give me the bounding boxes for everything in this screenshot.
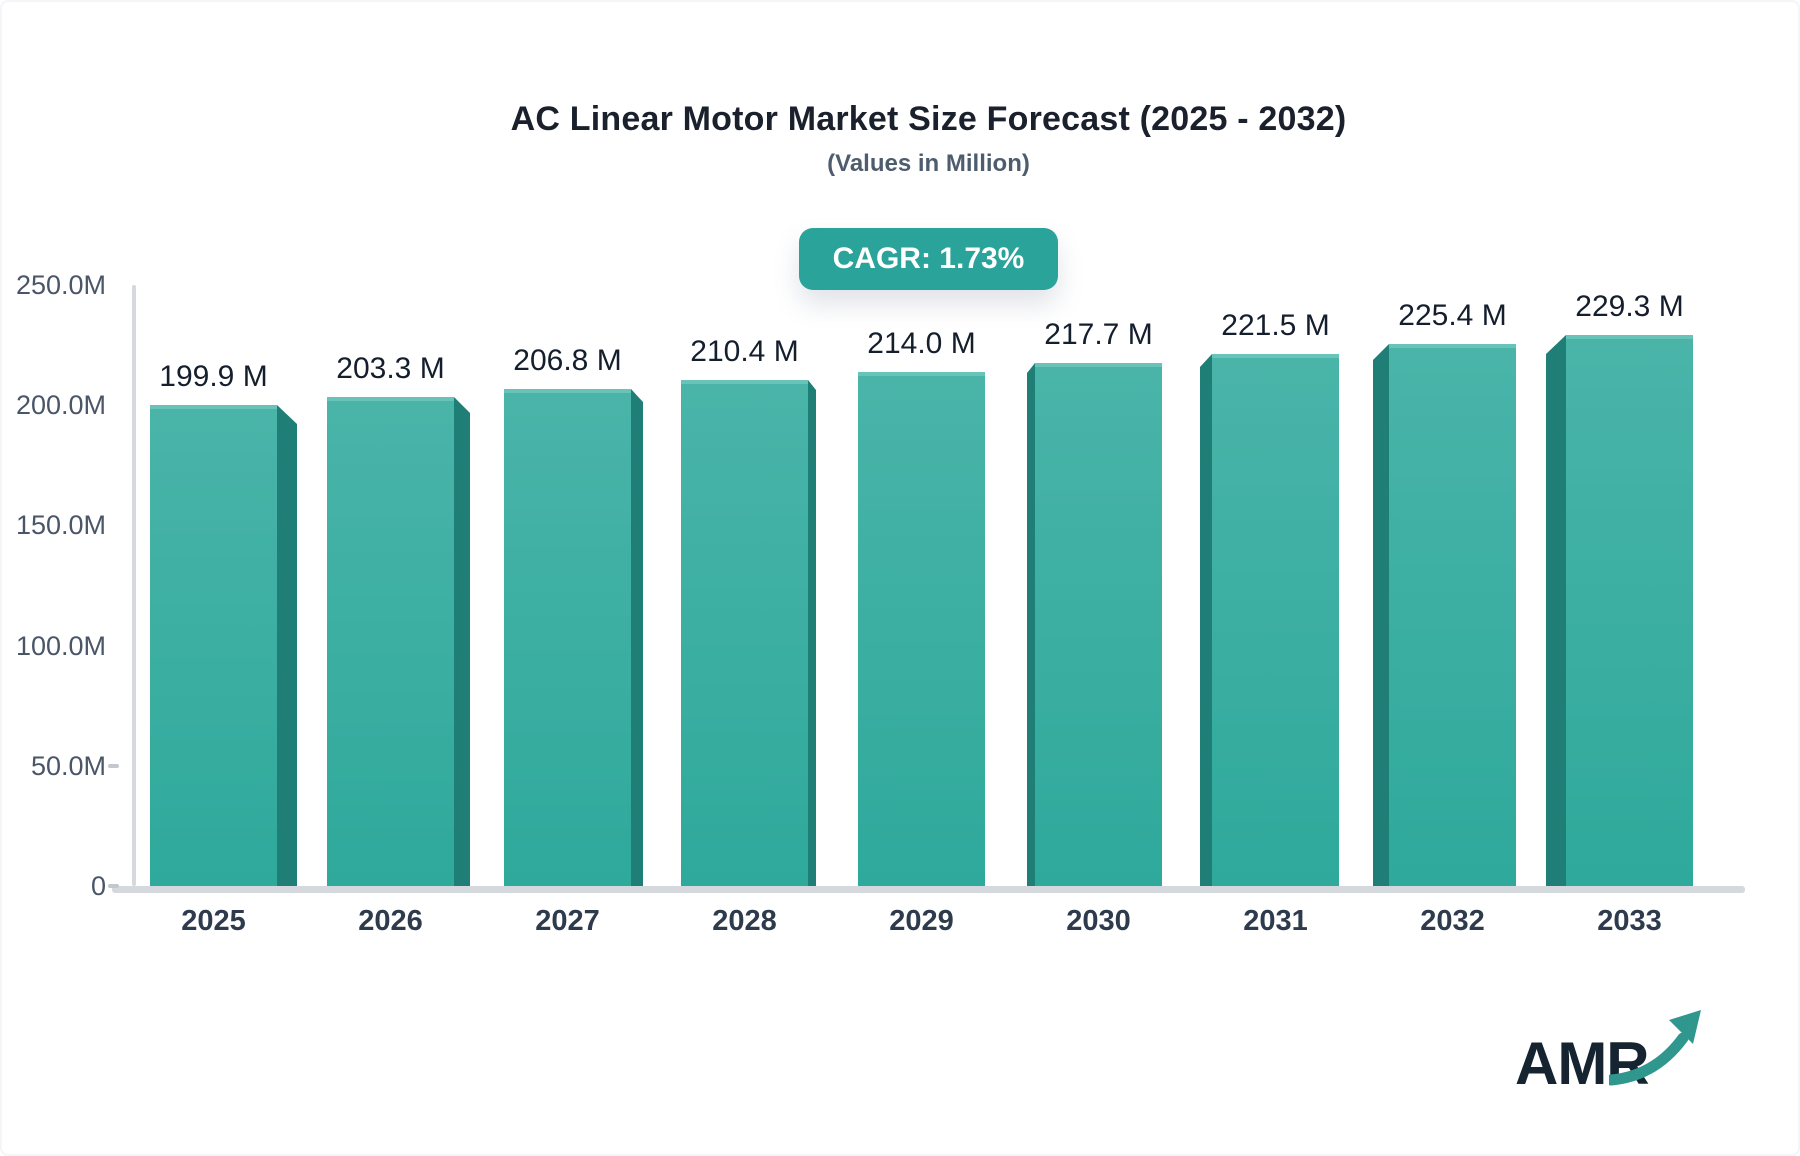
amr-logo-text: AMR — [1515, 1030, 1650, 1097]
bar — [681, 380, 816, 886]
x-tick-label: 2025 — [181, 905, 246, 937]
cagr-badge: CAGR: 1.73% — [112, 228, 1745, 290]
x-axis-baseline — [112, 886, 1745, 893]
bar-face — [858, 372, 985, 886]
bar-side-face — [1027, 363, 1035, 886]
bar-face — [1035, 363, 1162, 886]
x-tick-label: 2032 — [1420, 905, 1485, 937]
bar-side-face — [631, 389, 643, 886]
y-tick-label: 50.0M — [30, 750, 106, 781]
bar-side-face — [808, 380, 816, 886]
x-tick-label: 2027 — [535, 905, 600, 937]
amr-logo: AMR — [1515, 1010, 1705, 1104]
bar-face — [681, 380, 808, 886]
bar — [1027, 363, 1162, 886]
bar — [1546, 335, 1693, 886]
x-tick-label: 2033 — [1597, 905, 1662, 937]
bar-side-face — [454, 397, 470, 886]
y-tick-label: 150.0M — [15, 510, 106, 541]
bar — [327, 397, 470, 886]
bar-value-label: 225.4 M — [1398, 299, 1507, 332]
x-tick-label: 2030 — [1066, 905, 1131, 937]
chart-subtitle: (Values in Million) — [827, 150, 1030, 177]
bar-value-label: 210.4 M — [690, 335, 799, 368]
bar-value-label: 199.9 M — [159, 360, 268, 393]
bar — [150, 405, 297, 886]
bar-face — [1389, 344, 1516, 886]
chart-title: AC Linear Motor Market Size Forecast (20… — [510, 100, 1347, 138]
x-tick-label: 2028 — [712, 905, 777, 937]
bar-face — [504, 389, 631, 886]
cagr-badge-label: CAGR: 1.73% — [798, 228, 1059, 290]
y-tick-label: 200.0M — [15, 390, 106, 421]
bar — [504, 389, 643, 886]
bar — [1373, 344, 1516, 886]
y-tick-dash — [108, 884, 119, 888]
bar-face — [1212, 354, 1339, 886]
bar-value-label: 229.3 M — [1575, 290, 1684, 323]
y-tick-label: 250.0M — [15, 270, 106, 300]
bar-side-face — [1200, 354, 1212, 886]
bar-value-label: 203.3 M — [336, 352, 445, 385]
bar-value-label: 206.8 M — [513, 344, 622, 377]
bar — [858, 372, 985, 886]
bar-side-face — [1546, 335, 1566, 886]
bar-value-label: 217.7 M — [1044, 318, 1153, 351]
x-tick-label: 2029 — [889, 905, 954, 937]
y-axis-line — [132, 285, 136, 886]
bar — [1200, 354, 1339, 886]
x-tick-label: 2026 — [358, 905, 423, 937]
bar-face — [327, 397, 454, 886]
x-tick-label: 2031 — [1243, 905, 1308, 937]
bar-face — [1566, 335, 1693, 886]
y-tick-dash — [108, 763, 119, 768]
bar-face — [150, 405, 277, 886]
bar-side-face — [1373, 344, 1389, 886]
bar-value-label: 221.5 M — [1221, 309, 1330, 342]
bar-side-face — [277, 405, 297, 886]
y-tick-label: 0 — [90, 871, 106, 901]
y-tick-label: 100.0M — [15, 630, 106, 661]
bar-value-label: 214.0 M — [867, 327, 976, 360]
trend-up-arrow-icon — [1609, 1010, 1701, 1086]
